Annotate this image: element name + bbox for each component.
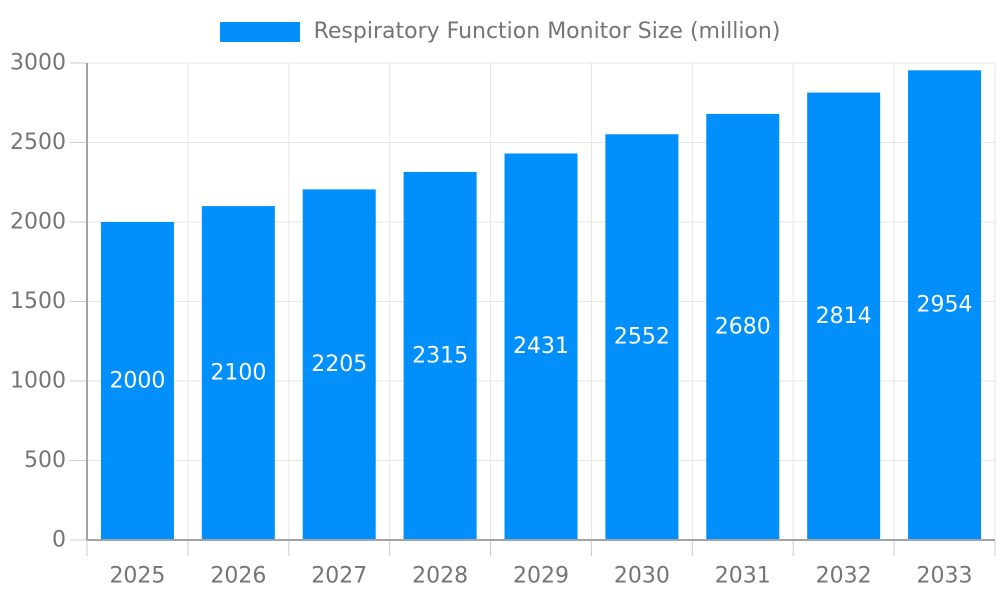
- y-axis-tick-label: 3000: [10, 51, 66, 76]
- bar-2031: [706, 113, 780, 540]
- legend: Respiratory Function Monitor Size (milli…: [0, 20, 1000, 44]
- legend-swatch-icon: [219, 22, 300, 42]
- bar-value-label-2027: 2205: [311, 352, 367, 377]
- y-axis-tick-label: 2000: [10, 210, 66, 235]
- x-axis-tick-label-2027: 2027: [311, 564, 367, 589]
- bar-value-label-2032: 2814: [816, 304, 872, 329]
- bar-2033: [908, 70, 982, 541]
- bar-2025: [100, 222, 174, 540]
- x-axis-tick-label-2031: 2031: [715, 564, 771, 589]
- y-axis-tick-label: 2500: [10, 130, 66, 155]
- y-axis-tick-label: 1500: [10, 289, 66, 314]
- bar-2028: [403, 171, 477, 541]
- bar-value-label-2029: 2431: [513, 334, 569, 359]
- bar-value-label-2026: 2100: [210, 361, 266, 386]
- bar-2026: [201, 206, 275, 540]
- y-axis-tick-label: 1000: [10, 369, 66, 394]
- x-axis-tick-label-2028: 2028: [412, 564, 468, 589]
- bar-2032: [807, 92, 881, 540]
- bar-value-label-2033: 2954: [917, 293, 973, 318]
- legend-item[interactable]: Respiratory Function Monitor Size (milli…: [219, 19, 781, 44]
- bar-value-label-2031: 2680: [715, 314, 771, 339]
- x-axis-tick-label-2030: 2030: [614, 564, 670, 589]
- bar-value-label-2030: 2552: [614, 325, 670, 350]
- x-axis-tick-label-2032: 2032: [816, 564, 872, 589]
- bar-value-label-2025: 2000: [109, 369, 165, 394]
- y-axis-tick-label: 500: [24, 448, 66, 473]
- bar-2029: [504, 153, 578, 540]
- bar-2030: [605, 134, 679, 540]
- x-axis-tick-label-2025: 2025: [109, 564, 165, 589]
- y-axis-tick-label: 0: [52, 528, 66, 553]
- x-axis-tick-label-2026: 2026: [210, 564, 266, 589]
- x-axis-tick-label-2029: 2029: [513, 564, 569, 589]
- bar-2027: [302, 189, 376, 540]
- x-axis-tick-label-2033: 2033: [917, 564, 973, 589]
- legend-label: Respiratory Function Monitor Size (milli…: [313, 19, 781, 44]
- bar-value-label-2028: 2315: [412, 343, 468, 368]
